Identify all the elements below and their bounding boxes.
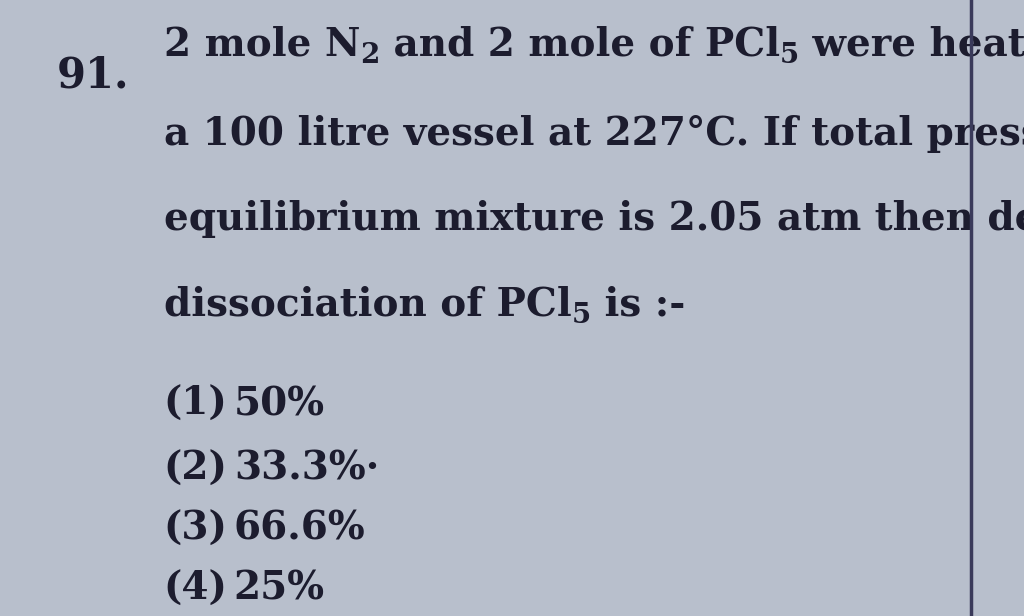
Text: 91.: 91. <box>56 55 129 97</box>
Text: 25%: 25% <box>233 570 325 608</box>
Text: dissociation of PCl: dissociation of PCl <box>164 285 571 323</box>
Text: a 100 litre vessel at 227°C. If total pressure of: a 100 litre vessel at 227°C. If total pr… <box>164 115 1024 153</box>
Text: and 2 mole of PCl: and 2 mole of PCl <box>380 25 779 63</box>
Text: 66.6%: 66.6% <box>233 510 366 548</box>
Text: 5: 5 <box>779 42 799 69</box>
Text: 5: 5 <box>571 302 591 329</box>
Text: 2: 2 <box>360 42 380 69</box>
Text: equilibrium mixture is 2.05 atm then degree of: equilibrium mixture is 2.05 atm then deg… <box>164 200 1024 238</box>
Text: 33.3%·: 33.3%· <box>233 450 379 488</box>
Text: 2 mole N: 2 mole N <box>164 25 360 63</box>
Text: (1): (1) <box>164 385 227 423</box>
Text: (2): (2) <box>164 450 227 488</box>
Text: were heated in: were heated in <box>799 25 1024 63</box>
Text: (4): (4) <box>164 570 227 608</box>
Text: is :-: is :- <box>591 285 685 323</box>
Text: (3): (3) <box>164 510 227 548</box>
Text: 50%: 50% <box>233 385 325 423</box>
